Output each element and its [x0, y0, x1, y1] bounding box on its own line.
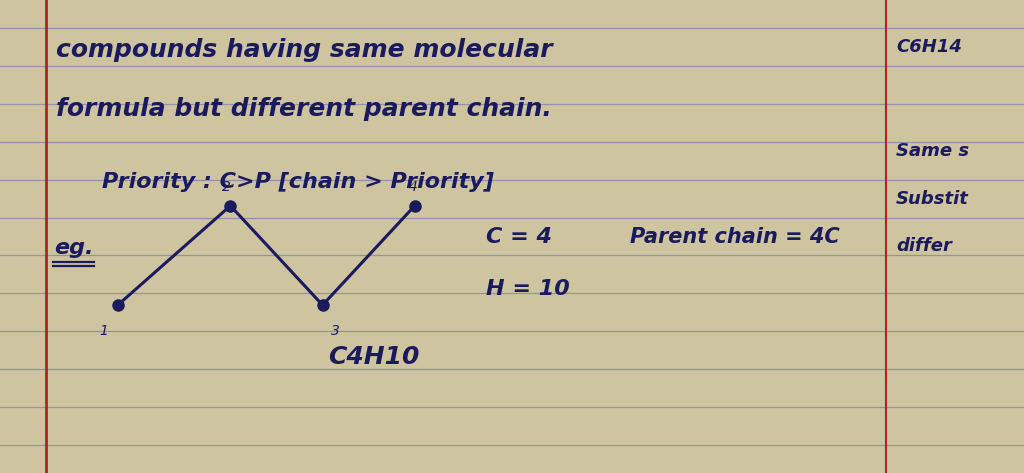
Text: Priority : C>P [chain > Priority]: Priority : C>P [chain > Priority]	[102, 172, 495, 192]
Text: 1: 1	[99, 324, 109, 338]
Text: 3: 3	[331, 324, 340, 338]
Text: Parent chain = 4C: Parent chain = 4C	[630, 227, 840, 246]
Text: compounds having same molecular: compounds having same molecular	[56, 38, 553, 61]
Text: Substit: Substit	[896, 190, 969, 208]
Text: differ: differ	[896, 237, 952, 255]
Text: 2: 2	[222, 180, 231, 194]
Text: eg.: eg.	[54, 238, 94, 258]
Text: C = 4: C = 4	[486, 227, 552, 246]
Text: Same s: Same s	[896, 142, 969, 160]
Text: H = 10: H = 10	[486, 279, 570, 298]
Text: formula but different parent chain.: formula but different parent chain.	[56, 97, 552, 121]
Text: C4H10: C4H10	[328, 345, 419, 369]
Text: 4: 4	[409, 180, 418, 194]
Text: C6H14: C6H14	[896, 38, 962, 56]
